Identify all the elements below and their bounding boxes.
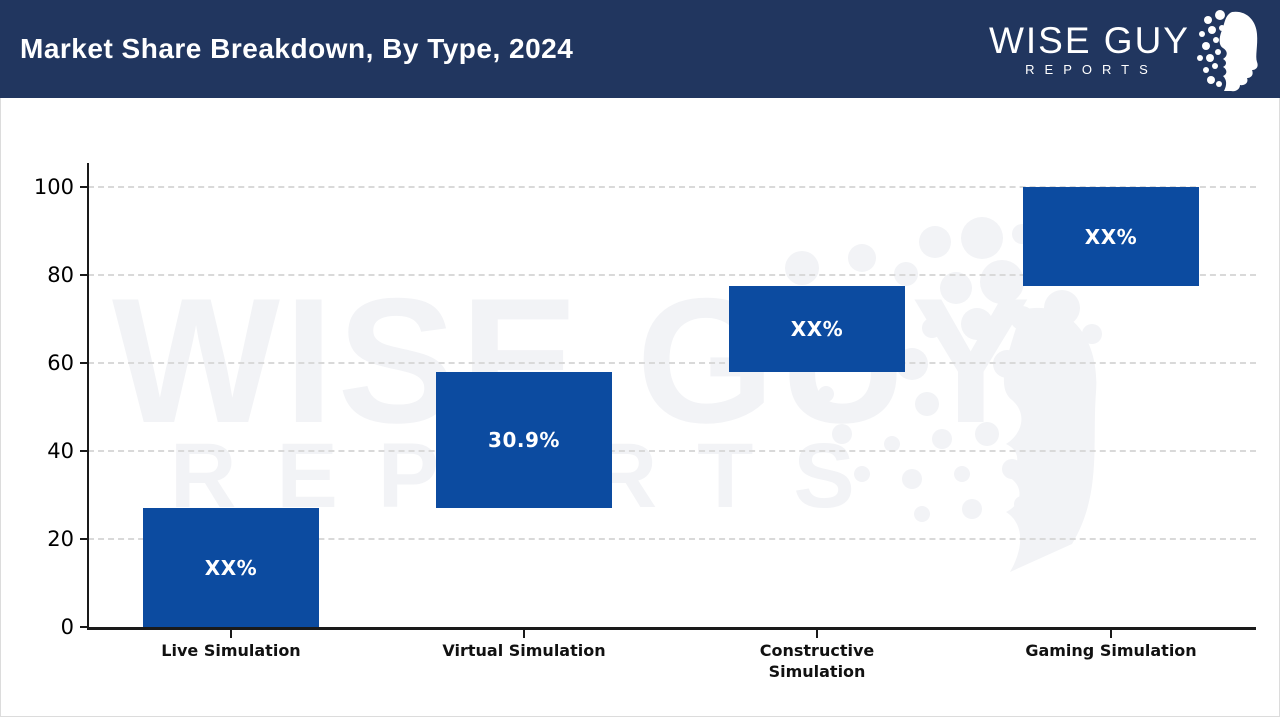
y-tick-mark xyxy=(80,538,88,540)
x-tick-mark xyxy=(816,630,818,638)
bar-value-label: XX% xyxy=(790,317,844,342)
gridline xyxy=(88,362,1256,364)
x-tick-mark xyxy=(523,630,525,638)
gridline xyxy=(88,186,1256,188)
bar-value-label: XX% xyxy=(1084,224,1138,249)
y-axis-line xyxy=(87,163,89,629)
bar-value-label: XX% xyxy=(204,555,258,580)
y-tick-label: 20 xyxy=(47,527,74,551)
logo-text: WISE GUY REPORTS xyxy=(989,22,1190,77)
x-tick-mark xyxy=(1110,630,1112,638)
x-tick-label: Gaming Simulation xyxy=(1025,641,1197,660)
bar-constructive-simulation: XX% xyxy=(729,286,905,373)
bar-value-label: 30.9% xyxy=(488,428,560,453)
bar-gaming-simulation: XX% xyxy=(1023,187,1199,287)
y-tick-label: 40 xyxy=(47,439,74,463)
y-tick-label: 80 xyxy=(47,263,74,287)
header: Market Share Breakdown, By Type, 2024 WI… xyxy=(0,0,1280,98)
bar-live-simulation: XX% xyxy=(143,508,319,627)
y-tick-label: 0 xyxy=(60,615,74,639)
x-tick-mark xyxy=(230,630,232,638)
bar-virtual-simulation: 30.9% xyxy=(436,372,612,509)
gridline xyxy=(88,274,1256,276)
y-tick-label: 100 xyxy=(33,175,74,199)
gridline xyxy=(88,538,1256,540)
gridline xyxy=(88,450,1256,452)
y-tick-label: 60 xyxy=(47,351,74,375)
wiseguy-logo: WISE GUY REPORTS xyxy=(989,0,1266,98)
wiseguy-head-icon xyxy=(1197,10,1258,92)
x-tick-label: Live Simulation xyxy=(161,641,301,660)
y-tick-mark xyxy=(80,626,88,628)
y-tick-mark xyxy=(80,274,88,276)
y-tick-mark xyxy=(80,186,88,188)
logo-sub: REPORTS xyxy=(1025,61,1158,77)
logo-name: WISE GUY xyxy=(988,19,1190,61)
x-axis-line xyxy=(87,627,1256,630)
y-tick-mark xyxy=(80,450,88,452)
x-tick-label: Virtual Simulation xyxy=(442,641,606,660)
y-tick-mark xyxy=(80,362,88,364)
page-title: Market Share Breakdown, By Type, 2024 xyxy=(20,33,574,64)
x-tick-label: Constructive Simulation xyxy=(759,641,875,681)
